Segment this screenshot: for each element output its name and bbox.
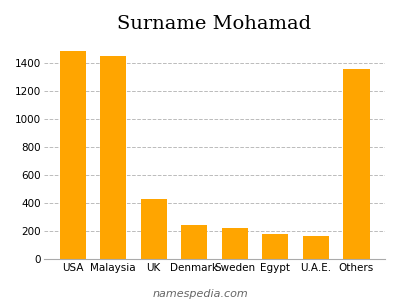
Bar (262, 234, 288, 259)
Bar (222, 228, 248, 259)
Bar (100, 56, 126, 259)
Text: namespedia.com: namespedia.com (152, 289, 248, 299)
Bar (181, 225, 208, 259)
Title: Surname Mohamad: Surname Mohamad (118, 15, 312, 33)
Bar (140, 199, 167, 259)
Bar (60, 51, 86, 259)
Bar (303, 236, 329, 259)
Bar (343, 69, 370, 259)
